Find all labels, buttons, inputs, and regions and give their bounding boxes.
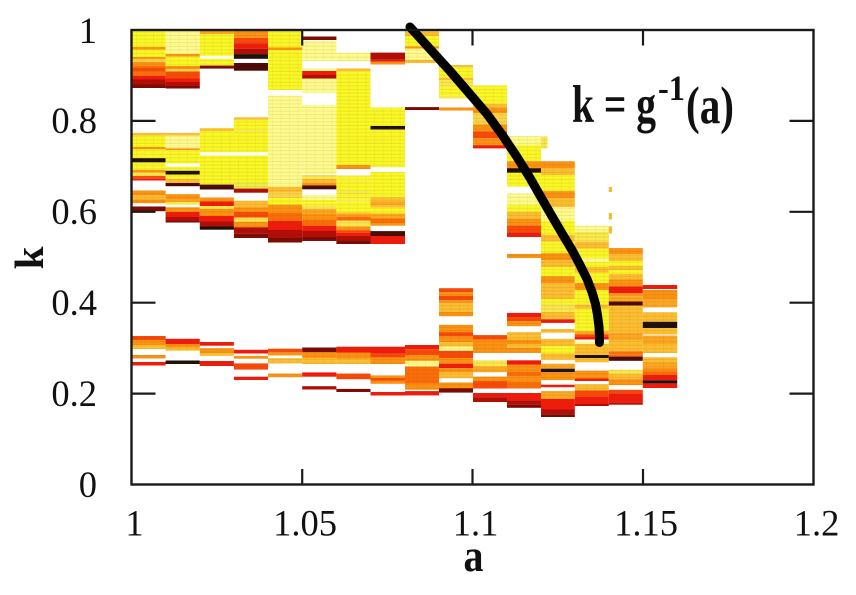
svg-text:1.15: 1.15: [614, 503, 678, 544]
svg-text:1.2: 1.2: [794, 503, 840, 544]
svg-text:0.8: 0.8: [51, 100, 97, 141]
svg-text:0.4: 0.4: [51, 282, 97, 323]
svg-text:1.05: 1.05: [273, 503, 337, 544]
svg-text:1: 1: [125, 503, 143, 544]
svg-text:k: k: [6, 246, 52, 269]
svg-text:-1: -1: [658, 68, 685, 108]
svg-text:1.1: 1.1: [453, 503, 499, 544]
svg-text:k = g: k = g: [572, 76, 656, 134]
svg-text:(a): (a): [686, 77, 734, 135]
svg-text:0: 0: [79, 464, 97, 505]
svg-text:a: a: [464, 530, 484, 582]
svg-text:1: 1: [79, 10, 97, 51]
svg-text:0.2: 0.2: [51, 373, 97, 414]
svg-text:0.6: 0.6: [51, 191, 97, 232]
